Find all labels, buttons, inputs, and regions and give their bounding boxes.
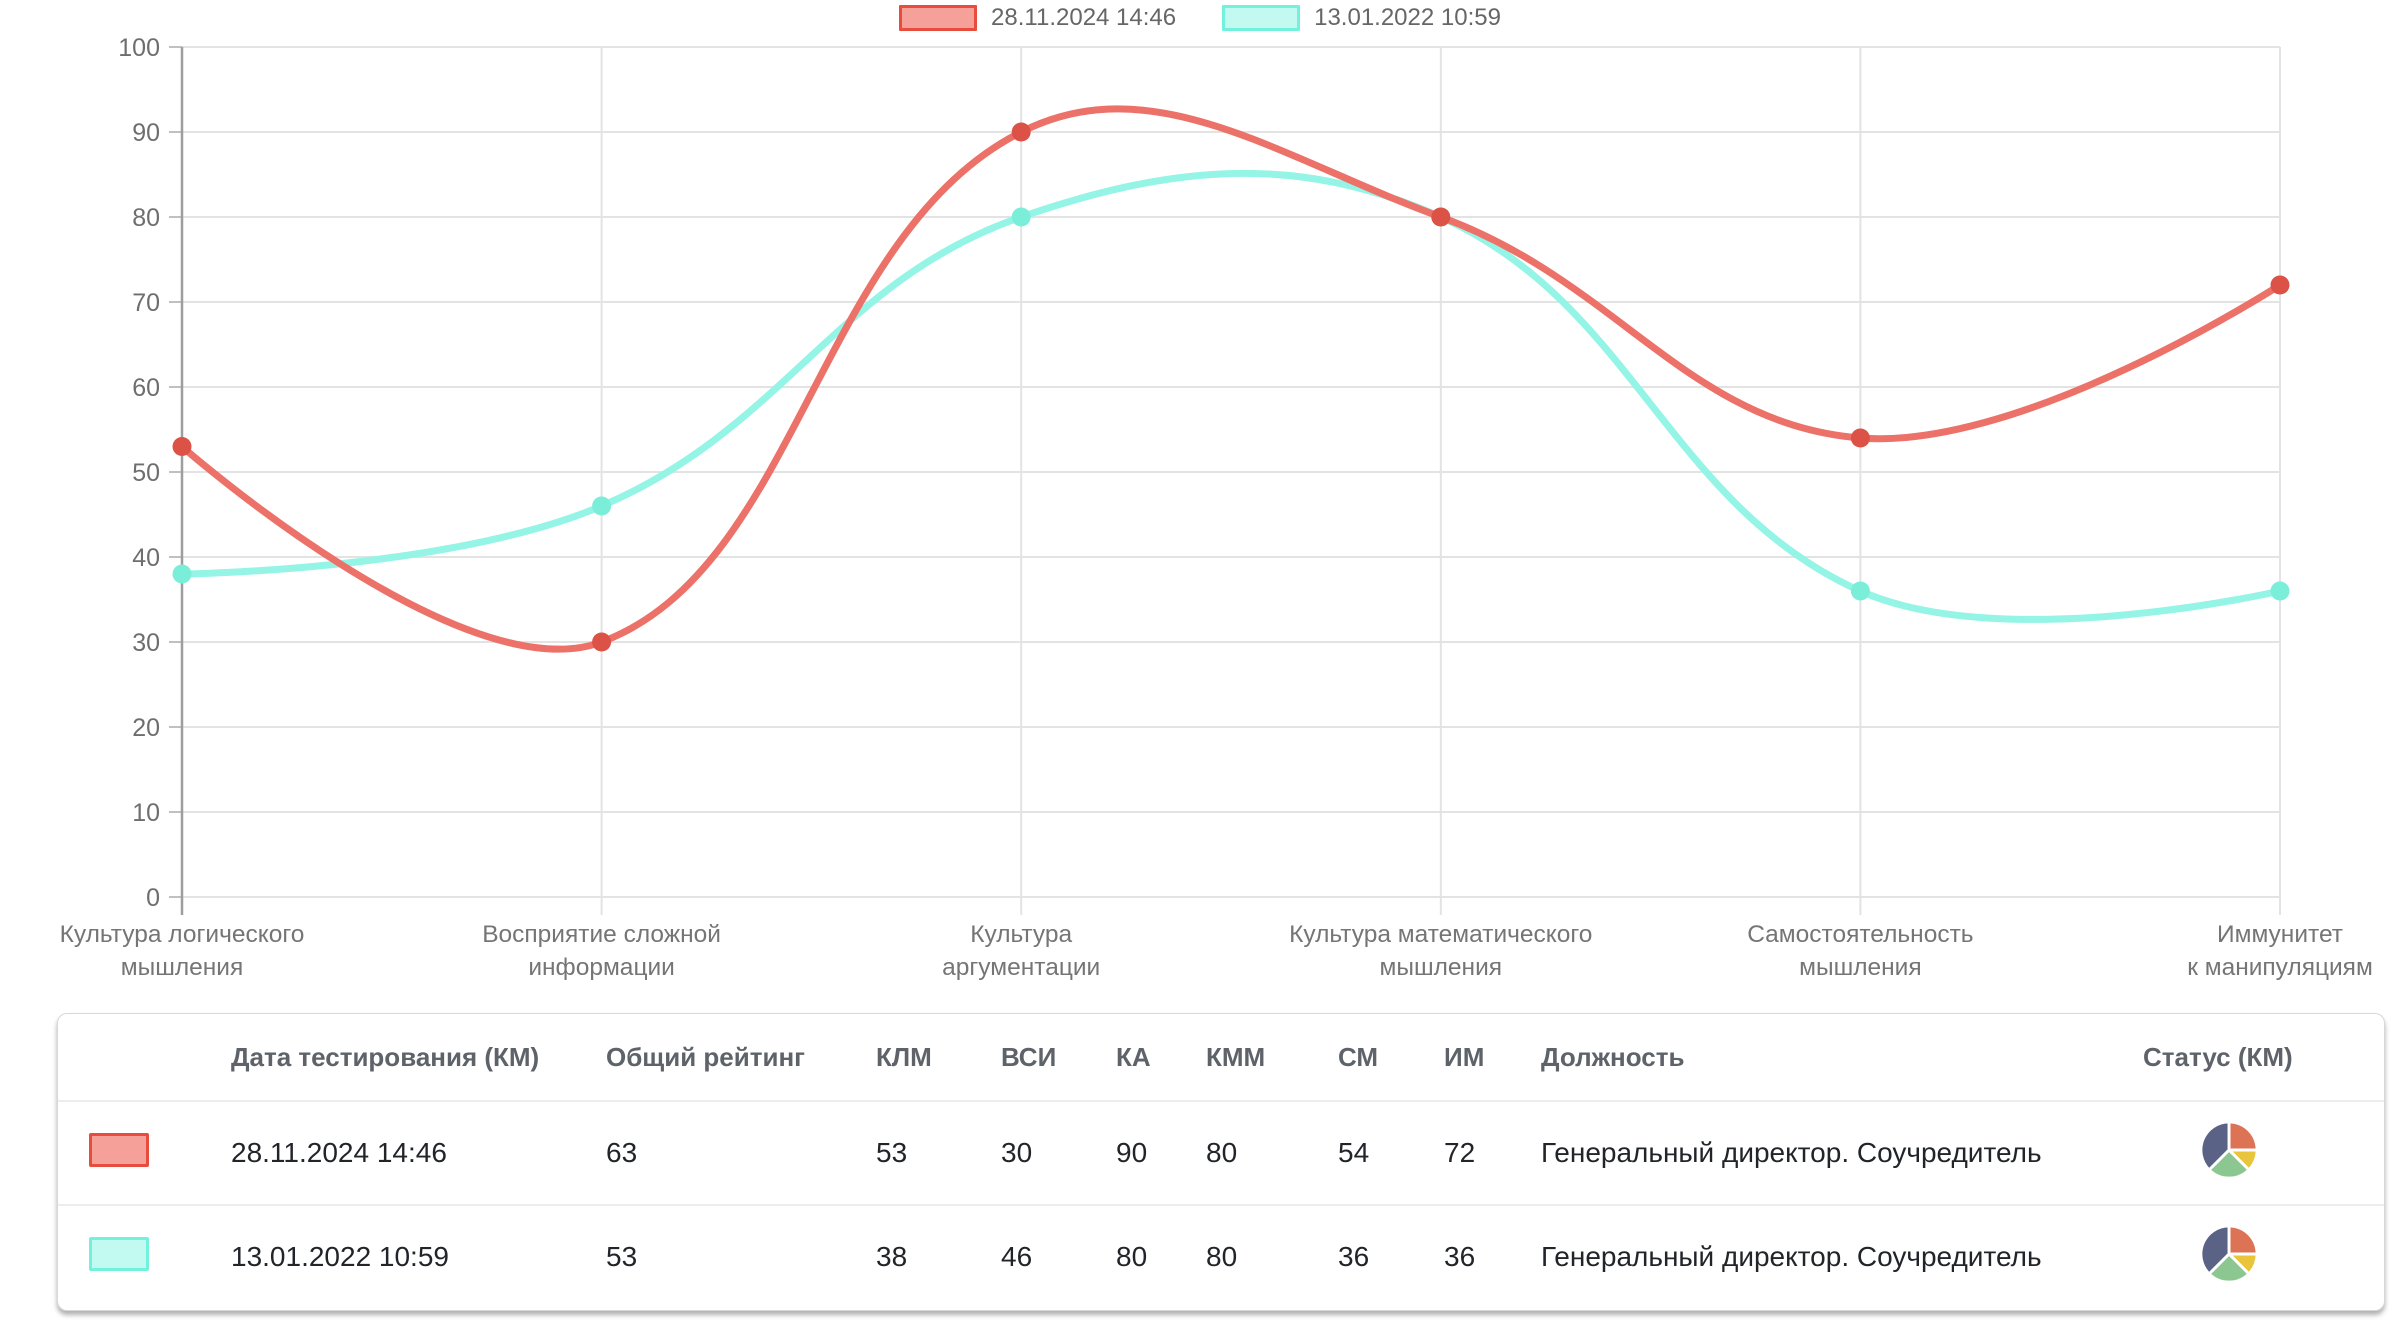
score-kmm: 80 bbox=[1206, 1137, 1238, 1168]
svg-text:50: 50 bbox=[132, 459, 160, 487]
col-header-sm: СМ bbox=[1338, 1041, 1379, 1072]
score-ka: 80 bbox=[1116, 1241, 1148, 1272]
status-pie-icon[interactable] bbox=[2198, 1223, 2260, 1285]
score-klm: 53 bbox=[876, 1137, 908, 1168]
line-chart: 0 10 20 30 40 50 60 70 80 90 100 Культура логическ… bbox=[60, 34, 2373, 981]
svg-text:40: 40 bbox=[132, 544, 160, 572]
legend-label: 13.01.2022 10:59 bbox=[1314, 4, 1501, 31]
score-kmm: 80 bbox=[1206, 1241, 1238, 1272]
series-color-swatch bbox=[89, 1236, 149, 1271]
score-klm: 38 bbox=[876, 1241, 908, 1272]
col-header-date: Дата тестирования (КМ) bbox=[231, 1041, 540, 1072]
svg-text:10: 10 bbox=[132, 799, 160, 827]
svg-text:100: 100 bbox=[118, 34, 160, 62]
score-vsi: 46 bbox=[1001, 1241, 1033, 1272]
svg-text:70: 70 bbox=[132, 289, 160, 317]
overall-rating: 63 bbox=[606, 1137, 638, 1168]
svg-text:90: 90 bbox=[132, 119, 160, 147]
chart-legend: 28.11.2024 14:46 13.01.2022 10:59 bbox=[0, 0, 2400, 36]
table-header-row: Дата тестирования (КМ) Общий рейтинг КЛМ… bbox=[58, 1014, 2384, 1100]
score-sm: 54 bbox=[1338, 1137, 1370, 1168]
legend-label: 28.11.2024 14:46 bbox=[991, 4, 1177, 31]
position: Генеральный директор. Соучредитель bbox=[1541, 1241, 2042, 1272]
test-date: 13.01.2022 10:59 bbox=[231, 1241, 449, 1272]
series-color-swatch bbox=[899, 5, 978, 31]
svg-text:60: 60 bbox=[132, 374, 160, 402]
score-vsi: 30 bbox=[1001, 1137, 1033, 1168]
svg-text:80: 80 bbox=[132, 204, 160, 232]
score-im: 72 bbox=[1444, 1137, 1476, 1168]
col-header-overall: Общий рейтинг bbox=[606, 1041, 805, 1072]
col-header-im: ИМ bbox=[1444, 1041, 1485, 1072]
row-swatch-cell bbox=[58, 1236, 231, 1278]
svg-text:0: 0 bbox=[146, 884, 160, 912]
position: Генеральный директор. Соучредитель bbox=[1541, 1137, 2042, 1168]
overall-rating: 53 bbox=[606, 1241, 638, 1272]
col-header-position: Должность bbox=[1541, 1041, 1685, 1072]
row-swatch-cell bbox=[58, 1132, 231, 1174]
col-header-vsi: ВСИ bbox=[1001, 1041, 1057, 1072]
status-cell bbox=[2143, 1119, 2384, 1188]
table-row[interactable]: 28.11.2024 14:46 63 53 30 90 80 54 72 Ге… bbox=[58, 1100, 2384, 1204]
results-table-card: Дата тестирования (КМ) Общий рейтинг КЛМ… bbox=[57, 1013, 2385, 1311]
test-date: 28.11.2024 14:46 bbox=[231, 1137, 447, 1168]
col-header-status: Статус (КМ) bbox=[2143, 1041, 2293, 1072]
legend-item-series-2[interactable]: 13.01.2022 10:59 bbox=[1222, 4, 1501, 32]
legend-item-series-1[interactable]: 28.11.2024 14:46 bbox=[899, 4, 1176, 32]
svg-text:20: 20 bbox=[132, 714, 160, 742]
chart-canvas: 0 10 20 30 40 50 60 70 80 90 100 bbox=[118, 34, 2290, 915]
svg-text:30: 30 bbox=[132, 629, 160, 657]
score-im: 36 bbox=[1444, 1241, 1476, 1272]
series-color-swatch bbox=[1222, 5, 1301, 31]
table-row[interactable]: 13.01.2022 10:59 53 38 46 80 80 36 36 Ге… bbox=[58, 1204, 2384, 1308]
col-header-klm: КЛМ bbox=[876, 1041, 932, 1072]
col-header-kmm: КММ bbox=[1206, 1041, 1266, 1072]
score-ka: 90 bbox=[1116, 1137, 1148, 1168]
col-header-ka: КА bbox=[1116, 1041, 1151, 1072]
score-sm: 36 bbox=[1338, 1241, 1370, 1272]
series-color-swatch bbox=[89, 1132, 149, 1167]
status-pie-icon[interactable] bbox=[2198, 1119, 2260, 1181]
status-cell bbox=[2143, 1223, 2384, 1292]
